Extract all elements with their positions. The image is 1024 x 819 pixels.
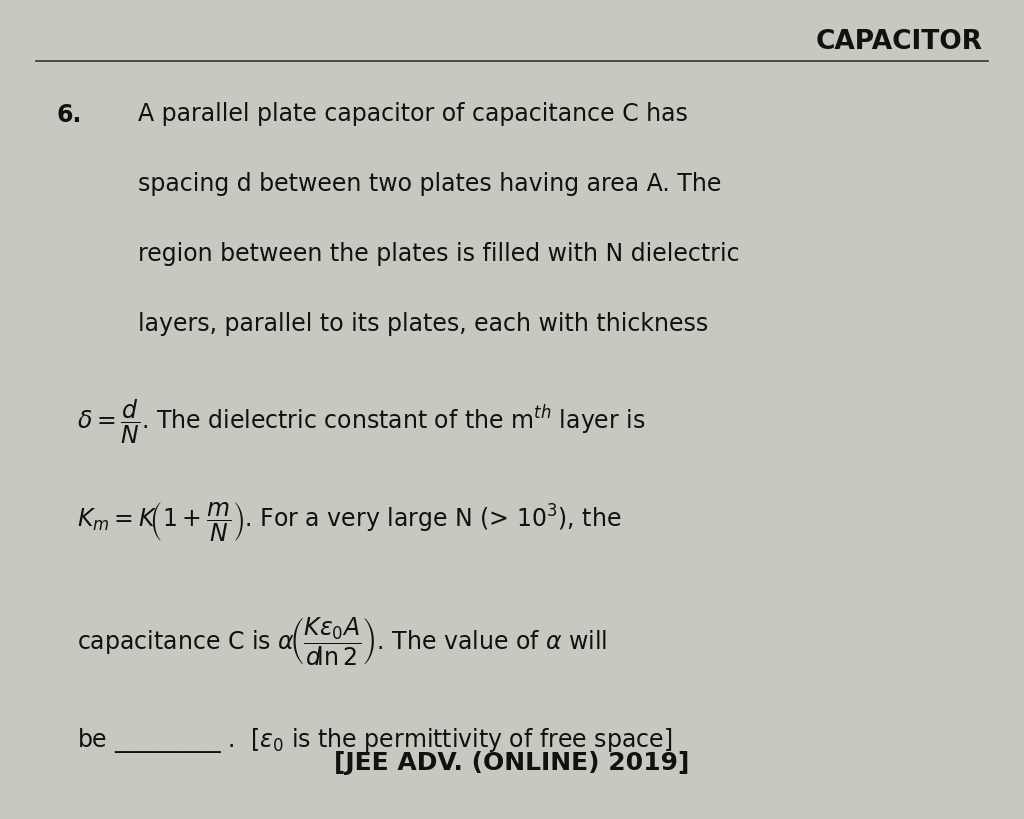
Text: region between the plates is filled with N dielectric: region between the plates is filled with…: [138, 242, 740, 265]
Text: spacing d between two plates having area A. The: spacing d between two plates having area…: [138, 172, 722, 196]
Text: 6.: 6.: [56, 102, 82, 126]
Text: layers, parallel to its plates, each with thickness: layers, parallel to its plates, each wit…: [138, 311, 709, 335]
Text: A parallel plate capacitor of capacitance C has: A parallel plate capacitor of capacitanc…: [138, 102, 688, 126]
Text: $K_m = K\!\left(1+\dfrac{m}{N}\right)$. For a very large N (> 10$^3$), the: $K_m = K\!\left(1+\dfrac{m}{N}\right)$. …: [77, 500, 622, 543]
Text: capacitance C is $\alpha\!\left(\dfrac{K\varepsilon_0 A}{d\!\ln 2}\right)$. The : capacitance C is $\alpha\!\left(\dfrac{K…: [77, 614, 607, 667]
Text: $\delta = \dfrac{d}{N}$. The dielectric constant of the m$^{th}$ layer is: $\delta = \dfrac{d}{N}$. The dielectric …: [77, 397, 645, 446]
Text: be _________ .  [$\varepsilon_0$ is the permittivity of free space]: be _________ . [$\varepsilon_0$ is the p…: [77, 725, 672, 753]
Text: CAPACITOR: CAPACITOR: [816, 29, 983, 55]
Text: [JEE ADV. (ONLINE) 2019]: [JEE ADV. (ONLINE) 2019]: [334, 750, 690, 774]
